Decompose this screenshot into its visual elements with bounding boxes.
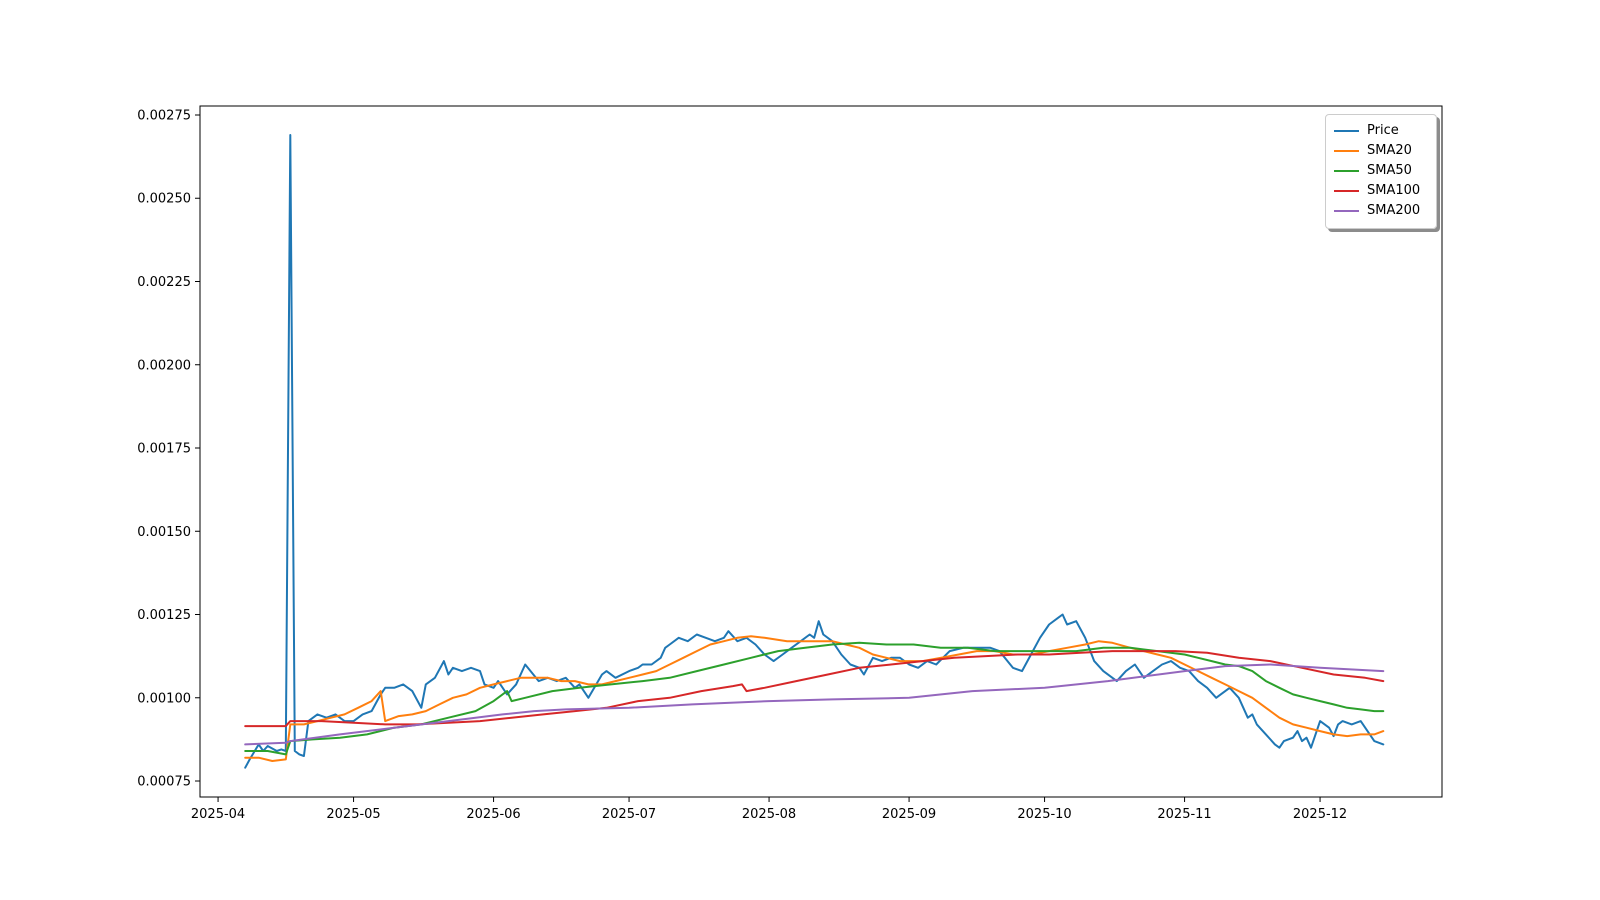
legend-label-sma100: SMA100 — [1367, 183, 1421, 198]
series-sma20 — [244, 635, 1385, 762]
series-sma50 — [244, 641, 1385, 756]
legend-item-price: Price — [1334, 121, 1428, 141]
y-tick-label: 0.00150 — [137, 525, 191, 540]
y-tick-label: 0.00250 — [137, 192, 191, 207]
legend-item-sma20: SMA20 — [1334, 141, 1428, 161]
x-tick-label: 2025-12 — [1293, 807, 1347, 822]
series-sma200 — [244, 663, 1385, 746]
x-tick-label: 2025-05 — [326, 807, 380, 822]
y-tick-label: 0.00100 — [137, 691, 191, 706]
legend-line-swatch-sma100 — [1334, 190, 1359, 192]
y-tick-label: 0.00200 — [137, 358, 191, 373]
y-tick-label: 0.00225 — [137, 275, 191, 290]
legend-item-sma50: SMA50 — [1334, 161, 1428, 181]
y-tick-label: 0.00125 — [137, 608, 191, 623]
legend-label-price: Price — [1367, 123, 1399, 138]
x-tick-label: 2025-10 — [1017, 807, 1071, 822]
legend-line-swatch-sma50 — [1334, 170, 1359, 172]
series-price — [244, 134, 1385, 769]
legend-item-sma100: SMA100 — [1334, 181, 1428, 201]
x-tick-label: 2025-06 — [466, 807, 520, 822]
legend-label-sma50: SMA50 — [1367, 163, 1412, 178]
x-tick-label: 2025-04 — [191, 807, 245, 822]
legend-line-swatch-sma20 — [1334, 150, 1359, 152]
legend-line-swatch-price — [1334, 130, 1359, 132]
x-tick-label: 2025-07 — [602, 807, 656, 822]
legend-label-sma200: SMA200 — [1367, 203, 1421, 218]
y-tick-label: 0.00175 — [137, 442, 191, 457]
x-tick-label: 2025-09 — [882, 807, 936, 822]
legend-item-sma200: SMA200 — [1334, 201, 1428, 221]
y-tick-label: 0.00075 — [137, 775, 191, 790]
x-tick-label: 2025-11 — [1157, 807, 1211, 822]
chart-legend: Price SMA20 SMA50 SMA100 SMA200 — [1325, 114, 1437, 229]
axes-spines — [199, 105, 1443, 798]
y-tick-label: 0.00275 — [137, 108, 191, 123]
legend-line-swatch-sma200 — [1334, 210, 1359, 212]
x-tick-label: 2025-08 — [742, 807, 796, 822]
legend-label-sma20: SMA20 — [1367, 143, 1412, 158]
